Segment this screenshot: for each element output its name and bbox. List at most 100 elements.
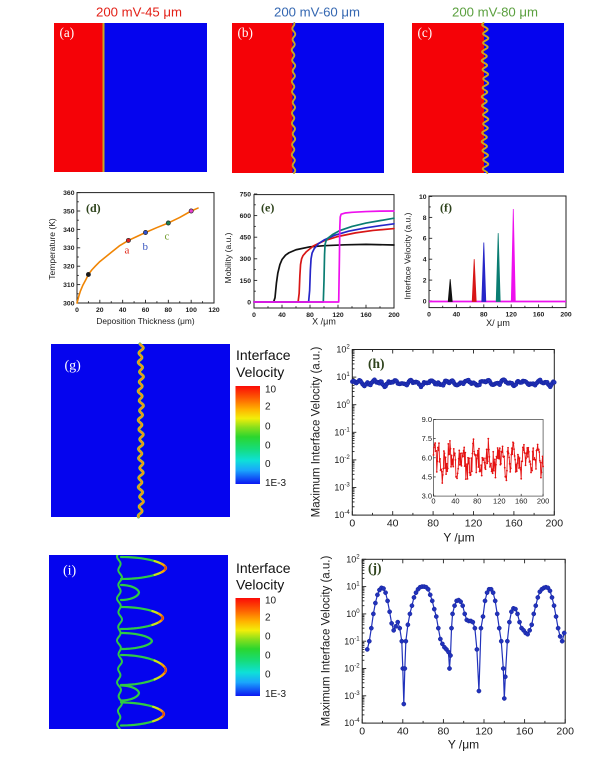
- svg-text:6: 6: [423, 236, 427, 243]
- svg-text:(e): (e): [261, 201, 274, 215]
- svg-text:10-1: 10-1: [334, 426, 350, 437]
- svg-text:Maximum Interface Velocity (a.: Maximum Interface Velocity (a.u.): [321, 556, 333, 727]
- svg-text:100: 100: [186, 307, 198, 314]
- svg-text:10-4: 10-4: [334, 509, 350, 520]
- svg-text:160: 160: [533, 312, 545, 319]
- svg-text:2: 2: [265, 402, 271, 413]
- svg-text:102: 102: [346, 553, 360, 564]
- svg-text:120: 120: [208, 307, 220, 314]
- svg-text:Mobility (a.u.): Mobility (a.u.): [223, 232, 233, 283]
- svg-text:(c): (c): [418, 25, 433, 40]
- svg-text:X /μm: X /μm: [312, 317, 336, 327]
- svg-text:Interface: Interface: [236, 560, 291, 576]
- svg-text:120: 120: [506, 312, 518, 319]
- svg-text:(f): (f): [440, 201, 452, 215]
- svg-text:300: 300: [63, 300, 75, 307]
- svg-text:8: 8: [423, 215, 427, 222]
- svg-text:0: 0: [423, 298, 427, 305]
- svg-text:10-3: 10-3: [334, 482, 350, 493]
- svg-text:120: 120: [493, 497, 506, 506]
- svg-text:80: 80: [165, 307, 173, 314]
- svg-text:(i): (i): [63, 564, 77, 579]
- svg-text:10: 10: [265, 595, 277, 606]
- svg-text:101: 101: [346, 581, 360, 592]
- svg-text:80: 80: [438, 726, 450, 738]
- svg-text:1E-3: 1E-3: [265, 478, 287, 489]
- svg-text:0: 0: [247, 299, 251, 306]
- svg-text:6.0: 6.0: [422, 453, 432, 462]
- svg-text:10-3: 10-3: [344, 690, 360, 701]
- svg-text:120: 120: [475, 726, 493, 738]
- svg-text:320: 320: [63, 264, 75, 271]
- svg-text:10-1: 10-1: [344, 635, 360, 646]
- svg-text:Interface Velocity (a.u.): Interface Velocity (a.u.): [403, 212, 413, 299]
- svg-text:200: 200: [388, 312, 400, 319]
- svg-text:80: 80: [480, 312, 488, 319]
- svg-text:80: 80: [427, 518, 439, 530]
- svg-text:Y /μm: Y /μm: [448, 738, 479, 752]
- svg-text:330: 330: [63, 245, 75, 252]
- svg-text:0: 0: [265, 670, 271, 681]
- svg-text:0: 0: [265, 459, 271, 470]
- svg-text:100: 100: [336, 399, 350, 410]
- svg-text:10: 10: [419, 194, 427, 201]
- svg-text:310: 310: [63, 282, 75, 289]
- svg-text:200: 200: [556, 726, 574, 738]
- svg-text:160: 160: [505, 518, 523, 530]
- svg-text:100: 100: [346, 608, 360, 619]
- svg-text:200 mV-45 μm: 200 mV-45 μm: [96, 5, 182, 20]
- svg-text:b: b: [143, 241, 149, 253]
- svg-text:200: 200: [560, 312, 572, 319]
- svg-text:0: 0: [265, 440, 271, 451]
- svg-text:Velocity: Velocity: [236, 364, 284, 380]
- svg-text:300: 300: [240, 256, 252, 263]
- svg-text:Temperature (K): Temperature (K): [47, 218, 57, 280]
- svg-text:0: 0: [75, 307, 79, 314]
- svg-text:0: 0: [265, 650, 271, 661]
- svg-text:0: 0: [265, 422, 271, 433]
- svg-text:200 mV-80 μm: 200 mV-80 μm: [452, 5, 538, 20]
- svg-text:120: 120: [465, 518, 483, 530]
- svg-text:2: 2: [265, 612, 271, 623]
- svg-text:10-2: 10-2: [334, 454, 350, 465]
- svg-text:40: 40: [278, 312, 286, 319]
- svg-text:Interface: Interface: [236, 347, 291, 363]
- svg-text:2: 2: [423, 278, 427, 285]
- svg-text:(g): (g): [65, 359, 82, 374]
- svg-text:Y /μm: Y /μm: [443, 531, 474, 545]
- svg-text:80: 80: [306, 312, 314, 319]
- svg-text:40: 40: [119, 307, 127, 314]
- svg-text:60: 60: [142, 307, 150, 314]
- svg-text:350: 350: [63, 208, 75, 215]
- svg-text:450: 450: [240, 235, 252, 242]
- svg-text:0: 0: [349, 518, 355, 530]
- svg-text:(a): (a): [60, 25, 75, 40]
- svg-text:0: 0: [427, 312, 431, 319]
- svg-text:600: 600: [240, 213, 252, 220]
- svg-text:a: a: [125, 245, 130, 257]
- svg-text:9.0: 9.0: [422, 415, 432, 424]
- svg-text:120: 120: [332, 312, 344, 319]
- svg-text:360: 360: [63, 190, 75, 197]
- svg-text:200: 200: [546, 518, 564, 530]
- svg-text:0: 0: [431, 497, 435, 506]
- svg-text:200 mV-60 μm: 200 mV-60 μm: [274, 5, 360, 20]
- svg-text:40: 40: [453, 312, 461, 319]
- svg-text:150: 150: [240, 278, 252, 285]
- svg-text:1E-3: 1E-3: [265, 689, 287, 700]
- svg-text:(b): (b): [238, 25, 253, 40]
- svg-text:102: 102: [336, 344, 350, 355]
- svg-text:Deposition Thickness (μm): Deposition Thickness (μm): [96, 316, 194, 326]
- svg-text:160: 160: [515, 497, 528, 506]
- svg-text:Velocity: Velocity: [236, 577, 284, 593]
- svg-text:750: 750: [240, 191, 252, 198]
- svg-text:0: 0: [252, 312, 256, 319]
- svg-text:160: 160: [516, 726, 534, 738]
- svg-text:40: 40: [397, 726, 409, 738]
- svg-text:10-4: 10-4: [344, 717, 360, 728]
- svg-text:40: 40: [387, 518, 399, 530]
- svg-text:80: 80: [473, 497, 481, 506]
- svg-text:Maximum Interface Velocity (a.: Maximum Interface Velocity (a.u.): [311, 347, 323, 518]
- svg-text:0: 0: [359, 726, 365, 738]
- svg-text:(h): (h): [368, 356, 385, 371]
